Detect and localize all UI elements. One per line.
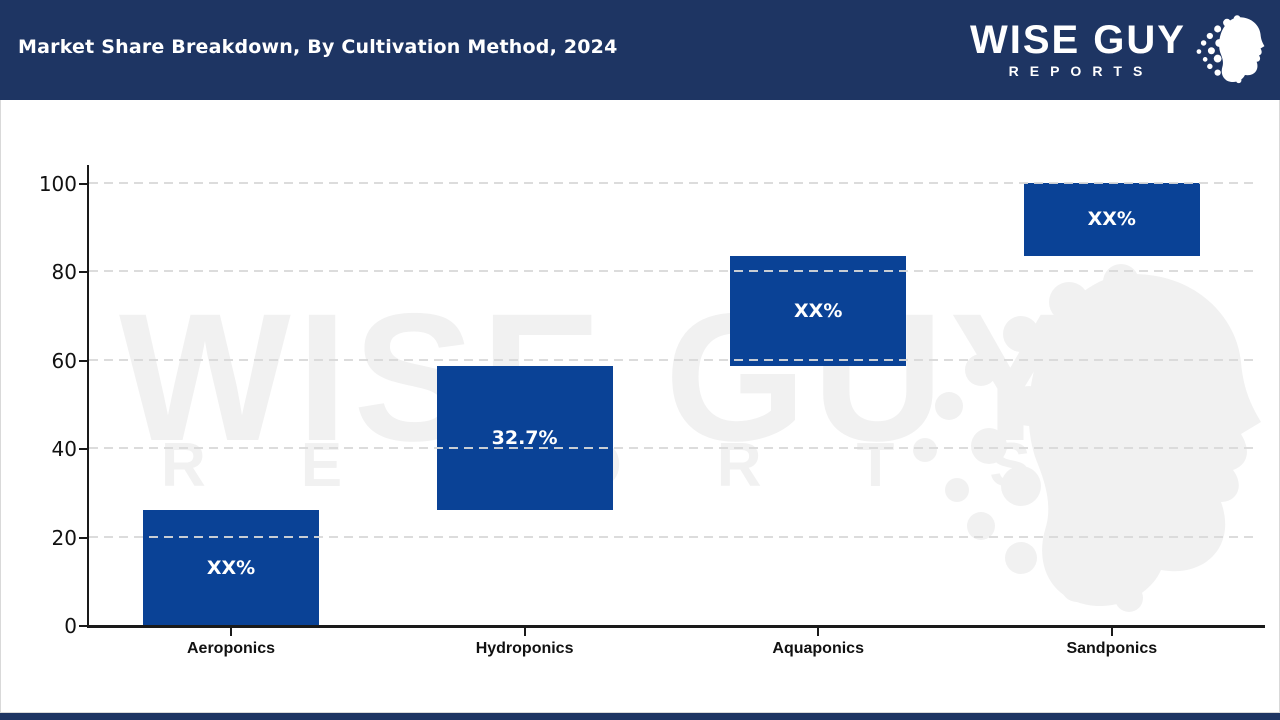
- wiseguy-logo-text: WISE GUY REPORTS: [970, 20, 1186, 80]
- y-tick-label: 80: [51, 260, 77, 285]
- page-title: Market Share Breakdown, By Cultivation M…: [18, 36, 618, 58]
- bar-hydroponics: [436, 365, 613, 511]
- gridline: [89, 447, 1259, 450]
- x-category-label: Aeroponics: [186, 640, 275, 657]
- bar-value-label: 32.7%: [491, 426, 558, 449]
- y-tick-label: 40: [51, 437, 77, 462]
- y-tick-mark: [79, 359, 87, 362]
- y-tick-label: 0: [64, 614, 77, 638]
- wiseguy-logo: WISE GUY REPORTS: [970, 8, 1266, 92]
- y-tick-label: 20: [51, 525, 77, 550]
- bar-aquaponics: [730, 255, 907, 366]
- header-bar: Market Share Breakdown, By Cultivation M…: [0, 0, 1280, 100]
- y-tick-label: 60: [51, 348, 77, 373]
- bar-aeroponics: [143, 510, 319, 625]
- x-tick-mark: [817, 628, 820, 636]
- bar-sandponics: [1023, 183, 1200, 256]
- x-category-label: Hydroponics: [475, 640, 574, 657]
- waterfall-chart: 0 20 40 60 80 100 XX% Aeroponics 32.7% Hydroponic…: [1, 100, 1279, 712]
- gridline: [89, 535, 1259, 538]
- footer-divider: [0, 712, 1280, 713]
- chart-body: WISE GUY REPORTS 0 20 40 60 80 100 XX% Aeroponi…: [0, 100, 1280, 712]
- gridline: [89, 270, 1259, 273]
- y-tick-label: 100: [38, 172, 77, 196]
- y-tick-mark: [79, 183, 87, 185]
- x-tick-mark: [1110, 628, 1113, 636]
- footer-bar: [0, 713, 1280, 720]
- y-tick-mark: [79, 536, 87, 539]
- y-tick-mark: [79, 448, 87, 451]
- x-tick-mark: [523, 628, 526, 636]
- y-tick-mark: [79, 271, 87, 274]
- x-category-label: Sandponics: [1066, 640, 1158, 657]
- logo-primary-text: WISE GUY: [969, 18, 1186, 62]
- x-category-label: Aquaponics: [772, 640, 864, 657]
- logo-secondary-text: REPORTS: [1008, 63, 1154, 79]
- bar-value-label: XX%: [206, 556, 256, 579]
- wiseguy-head-icon: [1188, 10, 1266, 90]
- bar-value-label: XX%: [1087, 208, 1136, 231]
- y-tick-mark: [79, 625, 87, 627]
- gridline: [89, 182, 1259, 184]
- x-tick-mark: [230, 628, 232, 636]
- gridline: [89, 358, 1259, 361]
- y-axis-line: [87, 165, 89, 627]
- bar-value-label: XX%: [794, 299, 843, 322]
- x-axis-line: [87, 625, 1265, 628]
